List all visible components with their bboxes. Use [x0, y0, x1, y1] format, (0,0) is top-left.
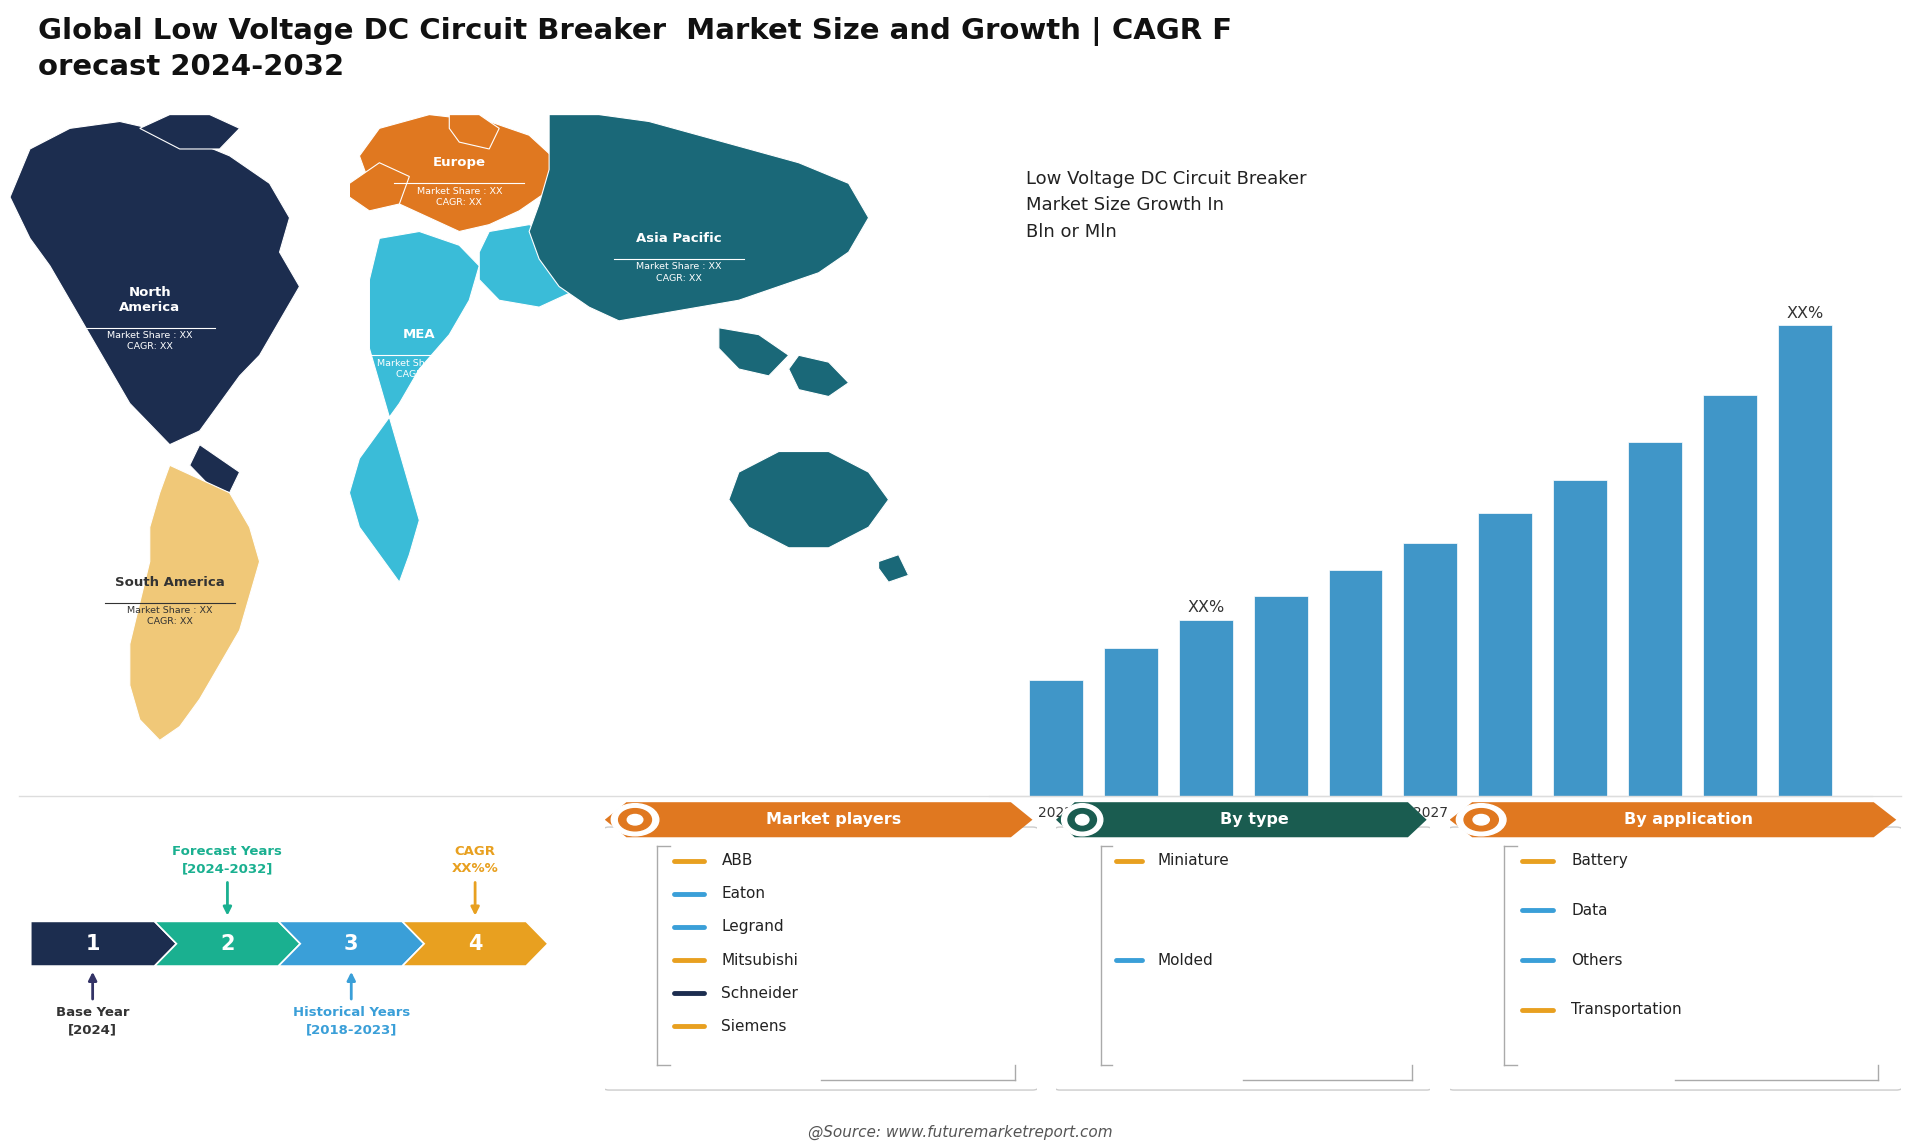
Text: 2: 2 [221, 934, 234, 953]
Polygon shape [154, 921, 300, 966]
Text: @Source: www.futuremarketreport.com: @Source: www.futuremarketreport.com [808, 1125, 1112, 1140]
Bar [1778, 325, 1832, 796]
Polygon shape [349, 231, 480, 582]
Polygon shape [278, 921, 424, 966]
Text: MEA: MEA [403, 328, 436, 342]
Text: Asia Pacific: Asia Pacific [636, 231, 722, 245]
Bar [1404, 543, 1457, 796]
Circle shape [1062, 803, 1102, 835]
Text: Legrand: Legrand [722, 919, 783, 934]
Bar [1029, 680, 1083, 796]
Text: Battery: Battery [1571, 853, 1628, 869]
Circle shape [611, 803, 659, 835]
Text: ABB: ABB [722, 853, 753, 869]
Text: Market Share : XX
CAGR: XX: Market Share : XX CAGR: XX [417, 187, 501, 207]
Circle shape [1068, 809, 1096, 831]
Bar [1254, 596, 1308, 796]
Bar [1329, 570, 1382, 796]
Text: Siemens: Siemens [722, 1019, 787, 1034]
Polygon shape [789, 355, 849, 397]
Polygon shape [131, 465, 259, 740]
Polygon shape [1450, 802, 1897, 838]
Text: Schneider: Schneider [722, 986, 799, 1000]
Text: Molded: Molded [1158, 952, 1213, 967]
Polygon shape [31, 921, 177, 966]
Text: CAGR
XX%%: CAGR XX%% [451, 846, 499, 876]
Polygon shape [359, 115, 559, 231]
Polygon shape [10, 121, 300, 445]
Circle shape [1473, 815, 1490, 825]
Polygon shape [530, 115, 868, 321]
Polygon shape [718, 328, 789, 376]
Bar [1703, 395, 1757, 796]
Text: Market Share : XX
CAGR: XX: Market Share : XX CAGR: XX [108, 331, 192, 352]
Text: By type: By type [1219, 813, 1288, 827]
Circle shape [618, 809, 651, 831]
Text: Historical Years
[2018-2023]: Historical Years [2018-2023] [292, 1006, 409, 1036]
Text: 3: 3 [344, 934, 359, 953]
Circle shape [1457, 803, 1505, 835]
Polygon shape [349, 163, 409, 211]
FancyBboxPatch shape [1054, 827, 1432, 1090]
FancyBboxPatch shape [1448, 827, 1903, 1090]
Text: North
America: North America [119, 286, 180, 314]
Text: XX%: XX% [1187, 601, 1225, 615]
Polygon shape [190, 445, 240, 493]
Bar [1478, 512, 1532, 796]
Text: Market players: Market players [766, 813, 900, 827]
Polygon shape [605, 802, 1033, 838]
Polygon shape [140, 115, 240, 149]
Text: Base Year
[2024]: Base Year [2024] [56, 1006, 129, 1036]
Text: Mitsubishi: Mitsubishi [722, 952, 799, 967]
Text: Market Share : XX
CAGR: XX: Market Share : XX CAGR: XX [636, 262, 722, 283]
Polygon shape [730, 452, 889, 548]
Text: Market Share : XX
CAGR: XX: Market Share : XX CAGR: XX [376, 359, 463, 379]
Text: Miniature: Miniature [1158, 853, 1229, 869]
Text: 4: 4 [468, 934, 482, 953]
Bar [1628, 441, 1682, 796]
Polygon shape [1056, 802, 1427, 838]
Circle shape [1465, 809, 1498, 831]
Polygon shape [480, 225, 589, 307]
Text: By application: By application [1624, 813, 1753, 827]
Text: Market Share : XX
CAGR: XX: Market Share : XX CAGR: XX [127, 606, 213, 627]
Text: Others: Others [1571, 952, 1622, 967]
Text: Transportation: Transportation [1571, 1003, 1682, 1018]
Text: South America: South America [115, 575, 225, 589]
Text: Low Voltage DC Circuit Breaker
Market Size Growth In
Bln or Mln: Low Voltage DC Circuit Breaker Market Si… [1025, 170, 1308, 241]
Polygon shape [879, 555, 908, 582]
Text: Global Low Voltage DC Circuit Breaker  Market Size and Growth | CAGR F
orecast 2: Global Low Voltage DC Circuit Breaker Ma… [38, 17, 1233, 80]
Text: 1: 1 [84, 934, 100, 953]
Bar [1104, 647, 1158, 796]
Polygon shape [401, 921, 547, 966]
FancyBboxPatch shape [603, 827, 1039, 1090]
Text: XX%: XX% [1786, 306, 1824, 321]
Polygon shape [449, 115, 499, 149]
Bar [1179, 620, 1233, 796]
Text: Forecast Years
[2024-2032]: Forecast Years [2024-2032] [173, 846, 282, 876]
Circle shape [628, 815, 643, 825]
Text: Eaton: Eaton [722, 886, 766, 901]
Circle shape [1075, 815, 1089, 825]
Text: Data: Data [1571, 903, 1607, 918]
Bar [1553, 480, 1607, 796]
Text: Europe: Europe [432, 156, 486, 170]
